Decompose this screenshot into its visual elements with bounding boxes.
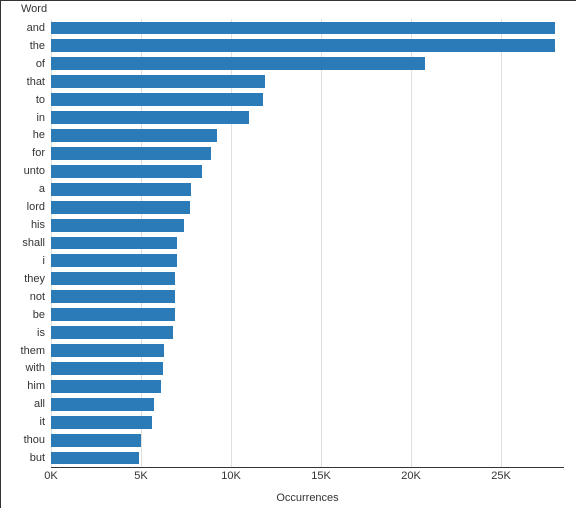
bar (51, 57, 425, 70)
bar-label: it (40, 416, 46, 428)
bar (51, 93, 263, 106)
bar-label: not (30, 291, 45, 303)
bar (51, 398, 154, 411)
bar (51, 219, 184, 232)
bar-row: not (51, 290, 564, 303)
word-occurrences-chart: Word andtheofthattoinheforuntoalordhissh… (0, 0, 576, 508)
bar-label: to (36, 94, 45, 106)
bar-row: shall (51, 237, 564, 250)
bar-row: unto (51, 165, 564, 178)
x-tick-label: 25K (491, 470, 511, 482)
bar-label: is (37, 327, 45, 339)
bar-label: of (36, 58, 45, 70)
bar (51, 344, 164, 357)
bar-row: that (51, 75, 564, 88)
x-axis-title: Occurrences (51, 492, 564, 504)
bar (51, 201, 190, 214)
bar (51, 165, 202, 178)
bar-label: for (32, 147, 45, 159)
bar (51, 290, 175, 303)
bar (51, 237, 177, 250)
bar-row: it (51, 416, 564, 429)
bar-label: shall (22, 237, 45, 249)
bar-row: they (51, 272, 564, 285)
bar-label: lord (27, 201, 45, 213)
bar-label: them (21, 345, 45, 357)
bar-row: he (51, 129, 564, 142)
bar (51, 39, 555, 52)
bar-row: all (51, 398, 564, 411)
bar (51, 452, 139, 465)
bar (51, 183, 191, 196)
bar-label: in (36, 112, 45, 124)
plot-area: andtheofthattoinheforuntoalordhisshallit… (51, 19, 564, 468)
bar-row: the (51, 39, 564, 52)
bar (51, 308, 175, 321)
bar-row: them (51, 344, 564, 357)
bar-label: they (24, 273, 45, 285)
x-axis: 0K5K10K15K20K25K (51, 470, 564, 486)
bar (51, 434, 141, 447)
bar (51, 254, 177, 267)
x-tick-label: 20K (401, 470, 421, 482)
bar-label: a (39, 183, 45, 195)
bar-row: a (51, 183, 564, 196)
y-axis-title: Word (21, 3, 47, 15)
bar-label: and (27, 22, 45, 34)
bar-label: him (27, 380, 45, 392)
bar (51, 326, 173, 339)
bar-label: all (34, 398, 45, 410)
bar-label: he (33, 129, 45, 141)
x-tick-label: 15K (311, 470, 331, 482)
bar-label: but (30, 452, 45, 464)
bar-label: i (43, 255, 45, 267)
bar-row: thou (51, 434, 564, 447)
bar-label: thou (24, 434, 45, 446)
bar (51, 22, 555, 35)
bar-label: unto (24, 165, 45, 177)
bar (51, 129, 217, 142)
x-tick-label: 10K (221, 470, 241, 482)
bar-row: lord (51, 201, 564, 214)
bar-row: be (51, 308, 564, 321)
bar-row: for (51, 147, 564, 160)
bar (51, 272, 175, 285)
bar-row: but (51, 452, 564, 465)
x-tick-label: 5K (134, 470, 147, 482)
bar-label: that (27, 76, 45, 88)
bar-row: is (51, 326, 564, 339)
bar-row: him (51, 380, 564, 393)
bar-row: of (51, 57, 564, 70)
bar (51, 380, 161, 393)
bar-row: to (51, 93, 564, 106)
bar-row: in (51, 111, 564, 124)
bar-row: i (51, 254, 564, 267)
bar-label: his (31, 219, 45, 231)
bar (51, 75, 265, 88)
bar-label: the (30, 40, 45, 52)
bar-label: with (25, 362, 45, 374)
bar-row: and (51, 22, 564, 35)
bar (51, 147, 211, 160)
bar (51, 416, 152, 429)
bar-row: with (51, 362, 564, 375)
bar-row: his (51, 219, 564, 232)
bar-label: be (33, 309, 45, 321)
x-tick-label: 0K (44, 470, 57, 482)
bar (51, 111, 249, 124)
bar (51, 362, 163, 375)
